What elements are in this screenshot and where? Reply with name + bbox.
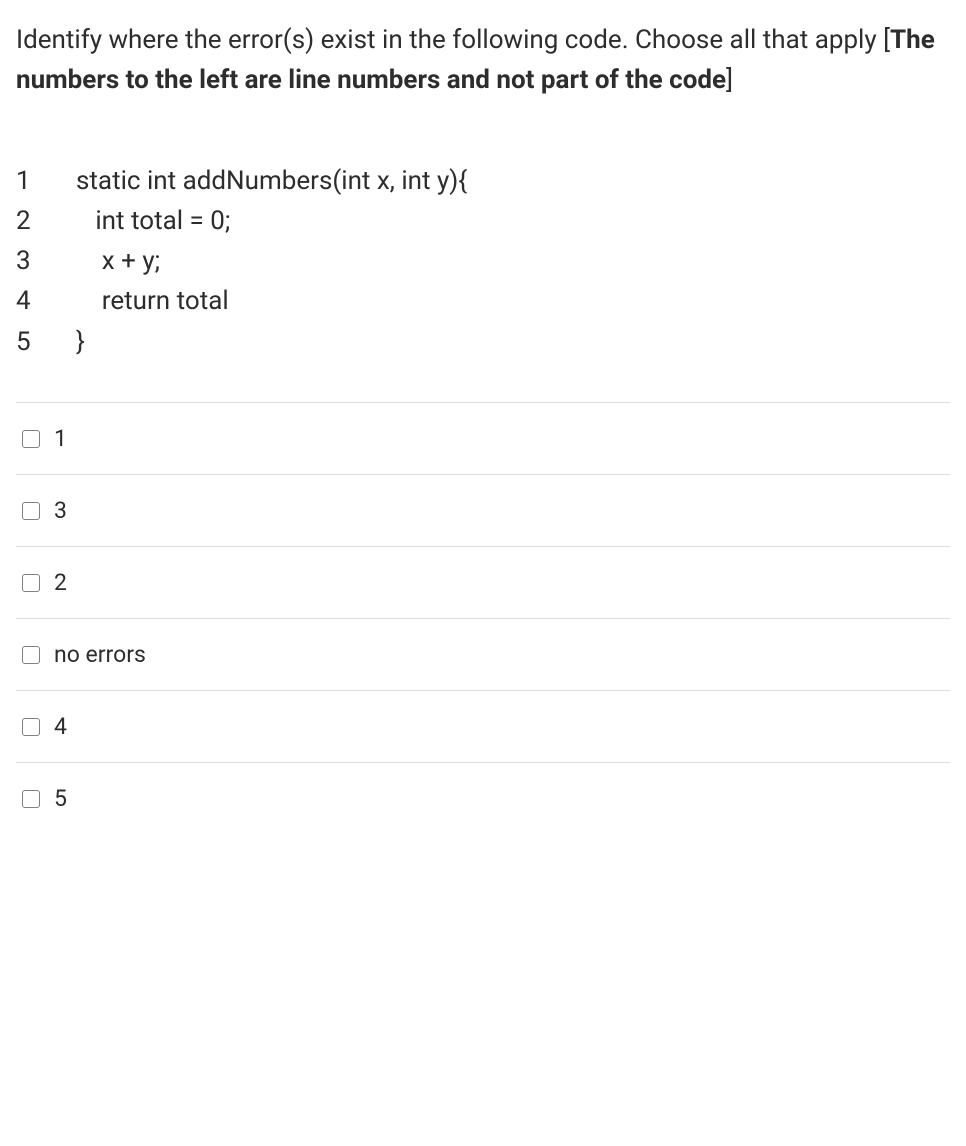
checkbox[interactable] [22,430,40,448]
option-label: 4 [54,713,67,740]
line-number: 1 [16,161,76,201]
option-label: no errors [54,641,146,668]
code-line: 3 x + y; [16,241,950,281]
code-line: 1 static int addNumbers(int x, int y){ [16,161,950,201]
line-number: 5 [16,322,76,362]
checkbox[interactable] [22,646,40,664]
checkbox[interactable] [22,502,40,520]
code-text: x + y; [76,241,160,281]
question-suffix: ] [726,65,733,95]
code-block: 1 static int addNumbers(int x, int y){ 2… [16,161,950,362]
option-row[interactable]: 5 [16,763,950,834]
checkbox[interactable] [22,574,40,592]
option-row[interactable]: no errors [16,619,950,691]
line-number: 4 [16,281,76,321]
code-text: return total [76,281,229,321]
option-row[interactable]: 3 [16,475,950,547]
code-line: 4 return total [16,281,950,321]
option-row[interactable]: 4 [16,691,950,763]
code-text: } [76,322,85,362]
option-label: 2 [54,569,67,596]
option-row[interactable]: 1 [16,403,950,475]
question-prefix: Identify where the error(s) exist in the… [16,25,890,55]
option-label: 1 [54,425,67,452]
code-line: 2 int total = 0; [16,201,950,241]
line-number: 2 [16,201,76,241]
code-text: static int addNumbers(int x, int y){ [76,161,467,201]
checkbox[interactable] [22,790,40,808]
checkbox[interactable] [22,718,40,736]
line-number: 3 [16,241,76,281]
question-prompt: Identify where the error(s) exist in the… [16,20,950,101]
option-row[interactable]: 2 [16,547,950,619]
option-label: 5 [54,785,67,812]
options-list: 1 3 2 no errors 4 5 [16,402,950,834]
option-label: 3 [54,497,67,524]
code-text: int total = 0; [76,201,230,241]
code-line: 5 } [16,322,950,362]
